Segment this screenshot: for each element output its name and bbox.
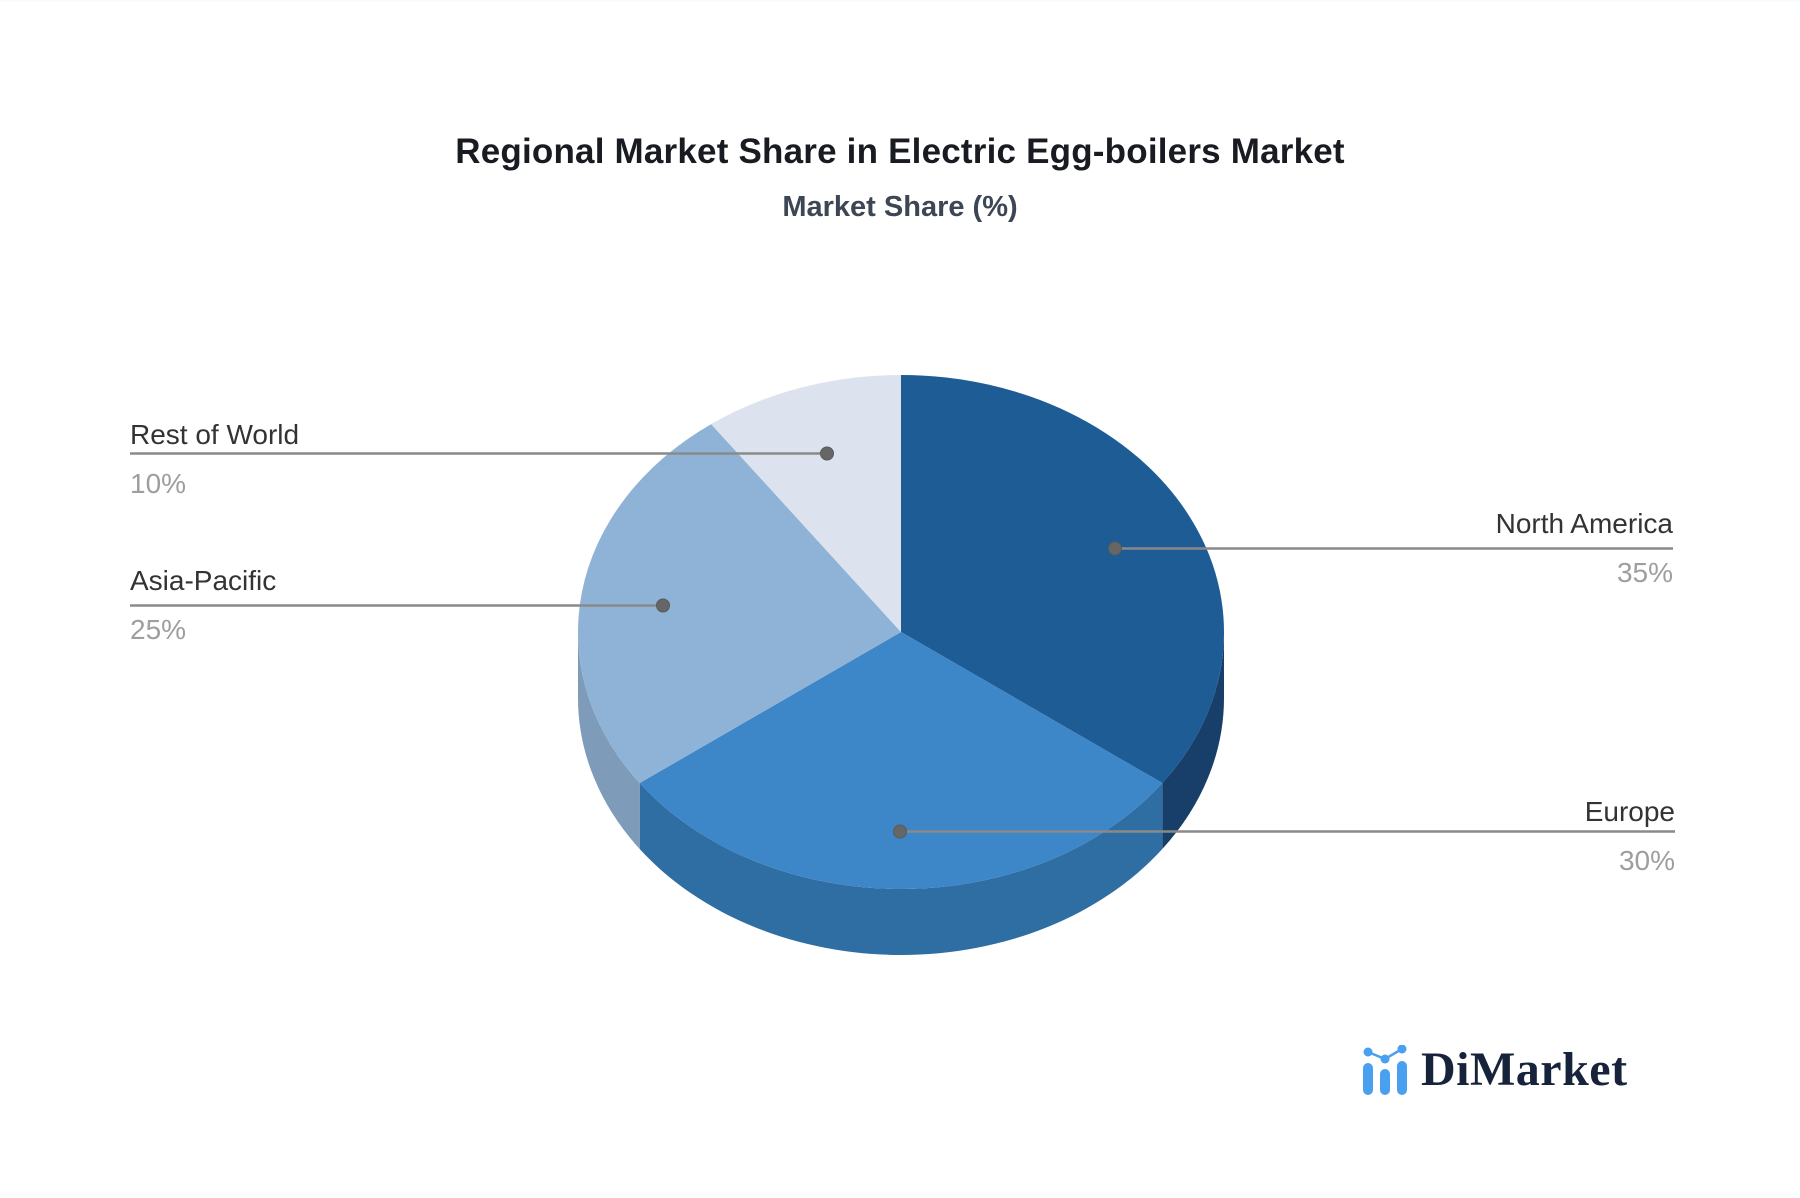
pie-3d-sides xyxy=(578,632,1224,955)
callout-north-america: North America 35% xyxy=(1496,510,1673,587)
chart-subtitle: Market Share (%) xyxy=(782,191,1018,223)
callout-rest-of-world: Rest of World 10% xyxy=(130,421,299,498)
bar-line-chart-icon xyxy=(1363,1044,1407,1095)
pie-slices xyxy=(578,375,1224,889)
connector-dot-north-america xyxy=(1108,541,1122,556)
callout-connectors xyxy=(130,446,1675,839)
callout-asia-pacific: Asia-Pacific 25% xyxy=(130,567,276,644)
callout-value: 10% xyxy=(130,468,187,499)
connector-dot-asia-pacific xyxy=(656,598,670,613)
chart-title: Regional Market Share in Electric Egg-bo… xyxy=(455,132,1345,171)
callout-value: 30% xyxy=(1618,845,1675,876)
callout-value: 35% xyxy=(1616,557,1673,588)
connector-dot-europe xyxy=(893,824,907,839)
connector-dot-rest-of-world xyxy=(820,446,834,461)
callout-label: Asia-Pacific xyxy=(130,565,277,596)
pie-slice-asia-pacific[interactable] xyxy=(578,424,901,784)
callout-label: Europe xyxy=(1584,796,1675,827)
pie-slice-europe[interactable] xyxy=(639,632,1163,889)
pie-slice-side-north-america xyxy=(1162,632,1224,850)
dimarket-logo: DiMarket xyxy=(1363,1042,1628,1097)
callout-label: Rest of World xyxy=(130,419,300,450)
pie-slice-side-europe xyxy=(639,783,1163,955)
pie-slice-side-asia-pacific xyxy=(578,632,640,850)
pie-slice-north-america[interactable] xyxy=(901,375,1224,784)
callout-europe: Europe 30% xyxy=(1585,798,1675,875)
logo-text: DiMarket xyxy=(1421,1043,1628,1096)
pie-slice-rest-of-world[interactable] xyxy=(711,375,901,632)
callout-value: 25% xyxy=(130,614,187,645)
callout-label: North America xyxy=(1495,508,1673,539)
